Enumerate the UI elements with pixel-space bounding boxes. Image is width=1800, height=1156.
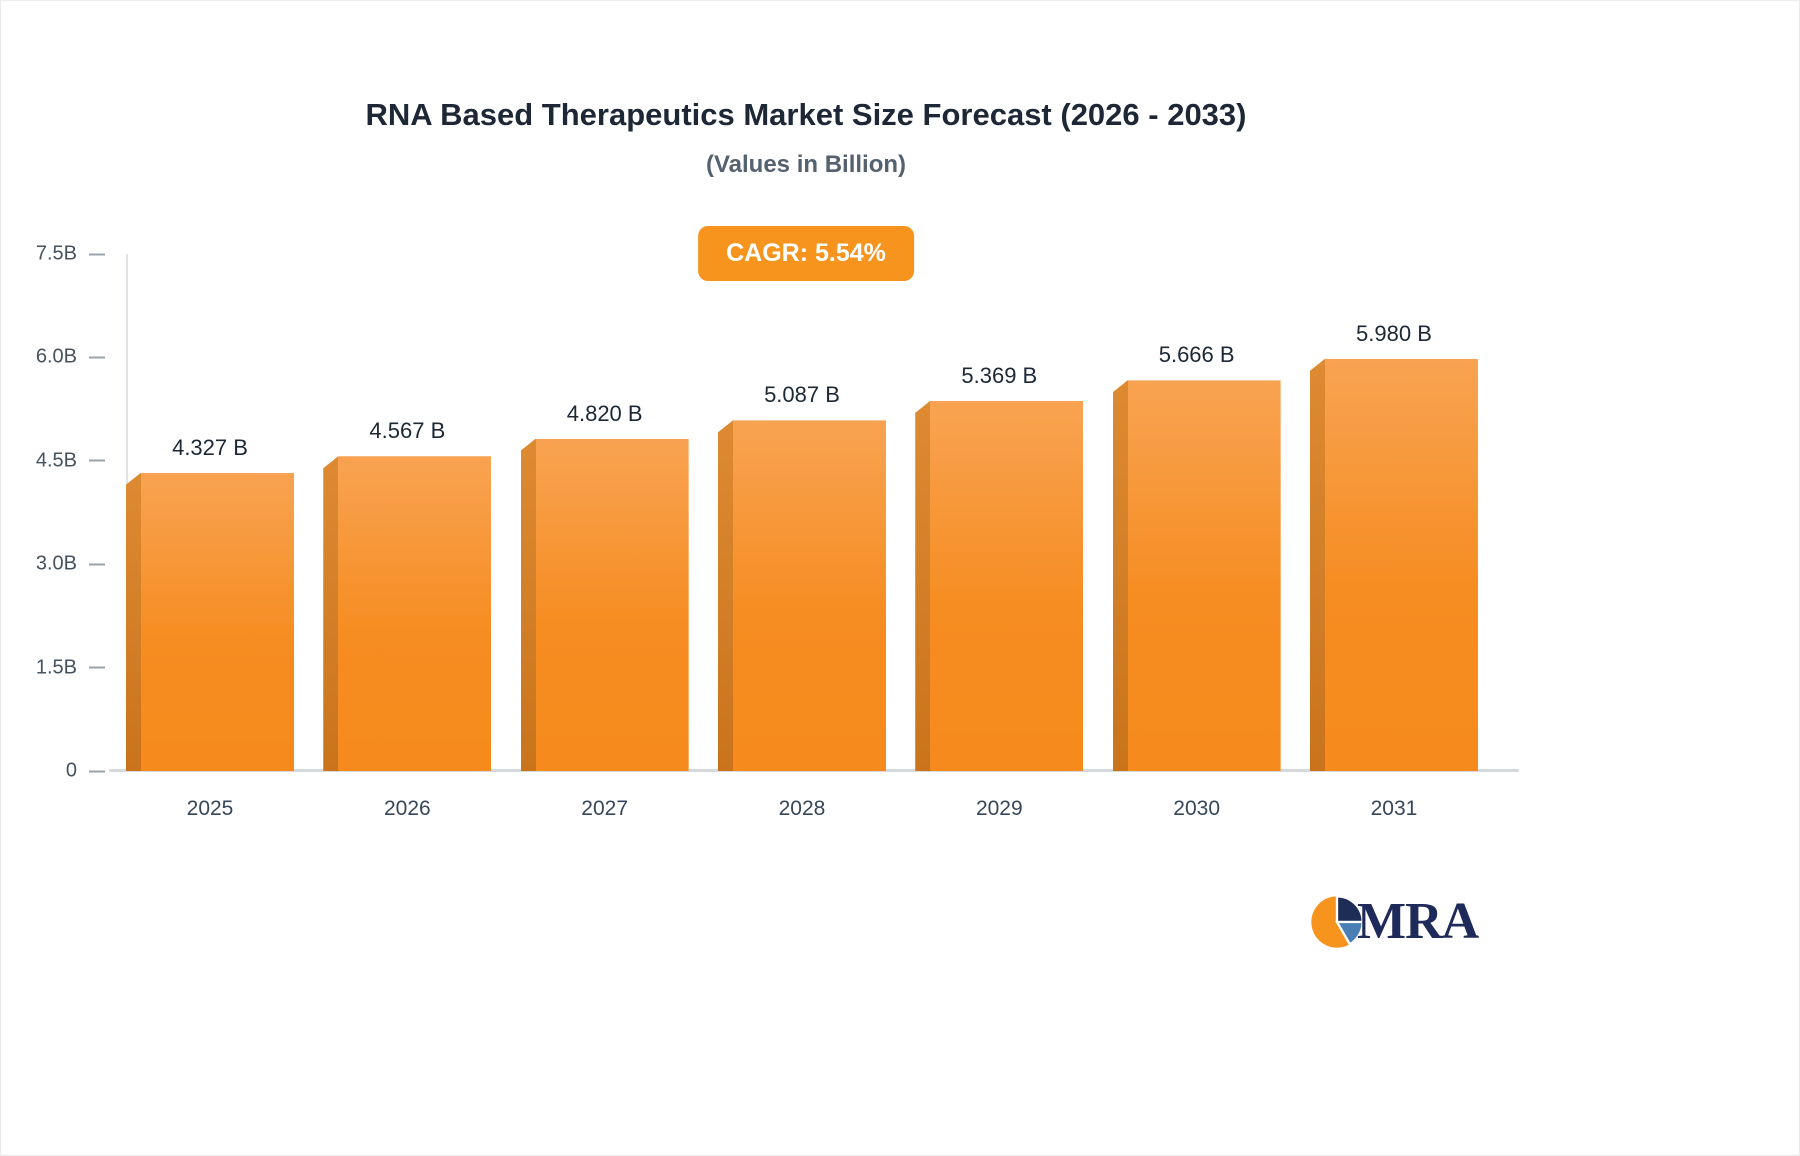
y-tick-dash [89,356,105,359]
y-tick-6.0B: 6.0B [36,346,105,369]
y-tick-dash [89,770,105,772]
chart-title: RNA Based Therapeutics Market Size Forec… [365,97,1247,132]
cagr-badge: CAGR: 5.54% [698,226,914,281]
bar-2031 [1309,358,1478,771]
bar-slot-2027: 4.820 B 2027 [520,254,689,820]
y-tick-0: 0 [66,760,105,783]
y-tick-1.5B: 1.5B [36,656,105,679]
bar-2029 [915,400,1084,771]
bar-2030 [1112,380,1281,771]
x-axis-label-2028: 2028 [778,797,826,820]
x-axis-label-2026: 2026 [383,797,431,820]
chart-subtitle: (Values in Billion) [705,151,907,178]
x-axis-label-2027: 2027 [581,797,629,820]
bar-value-label: 4.820 B [566,400,643,426]
y-axis: 0 1.5B 3.0B 4.5B 6.0B 7.5B [1,243,105,782]
bar-slot-2028: 5.087 B 2028 [717,254,886,820]
bar-value-label: 5.087 B [764,382,840,408]
y-tick-label: 7.5B [35,242,77,265]
y-tick-4.5B: 4.5B [36,449,105,472]
bar-slot-2031: 5.980 B 2031 [1309,254,1478,820]
x-axis-label-2030: 2030 [1173,797,1220,820]
x-axis-label-2029: 2029 [975,797,1023,820]
y-tick-dash [89,459,105,462]
bar-slot-2030: 5.666 B 2030 [1112,254,1281,820]
bar-2028 [717,420,886,771]
y-tick-dash [89,563,105,566]
y-tick-label: 4.5B [35,449,77,472]
logo-pie-icon [1311,895,1364,948]
y-tick-label: 6.0B [35,345,77,368]
company-logo: MRA [1309,893,1479,950]
bar-2026 [323,456,492,771]
x-axis-label-2031: 2031 [1370,797,1418,820]
bar-slot-2029: 5.369 B 2029 [915,254,1084,820]
bars-row: 4.327 B 2025 4.567 B 2026 4.820 B 2027 5.087 B… [126,254,1478,820]
y-tick-3.0B: 3.0B [36,553,105,576]
y-tick-label: 3.0B [35,552,77,575]
bar-2027 [520,438,689,771]
y-tick-dash [89,666,105,669]
y-tick-label: 1.5B [35,656,77,679]
bar-value-label: 5.980 B [1356,320,1432,346]
bar-value-label: 4.567 B [369,418,446,444]
x-axis-label-2025: 2025 [186,797,234,820]
bar-slot-2026: 4.567 B 2026 [323,254,492,820]
bar-value-label: 4.327 B [172,434,248,460]
y-tick-7.5B: 7.5B [36,243,105,266]
bar-value-label: 5.666 B [1158,342,1235,368]
bar-value-label: 5.369 B [961,362,1038,388]
logo-text: MRA [1357,893,1479,950]
bar-2025 [126,472,294,771]
y-tick-dash [89,253,105,255]
y-tick-label: 0 [65,759,77,782]
bar-slot-2025: 4.327 B 2025 [126,254,294,820]
